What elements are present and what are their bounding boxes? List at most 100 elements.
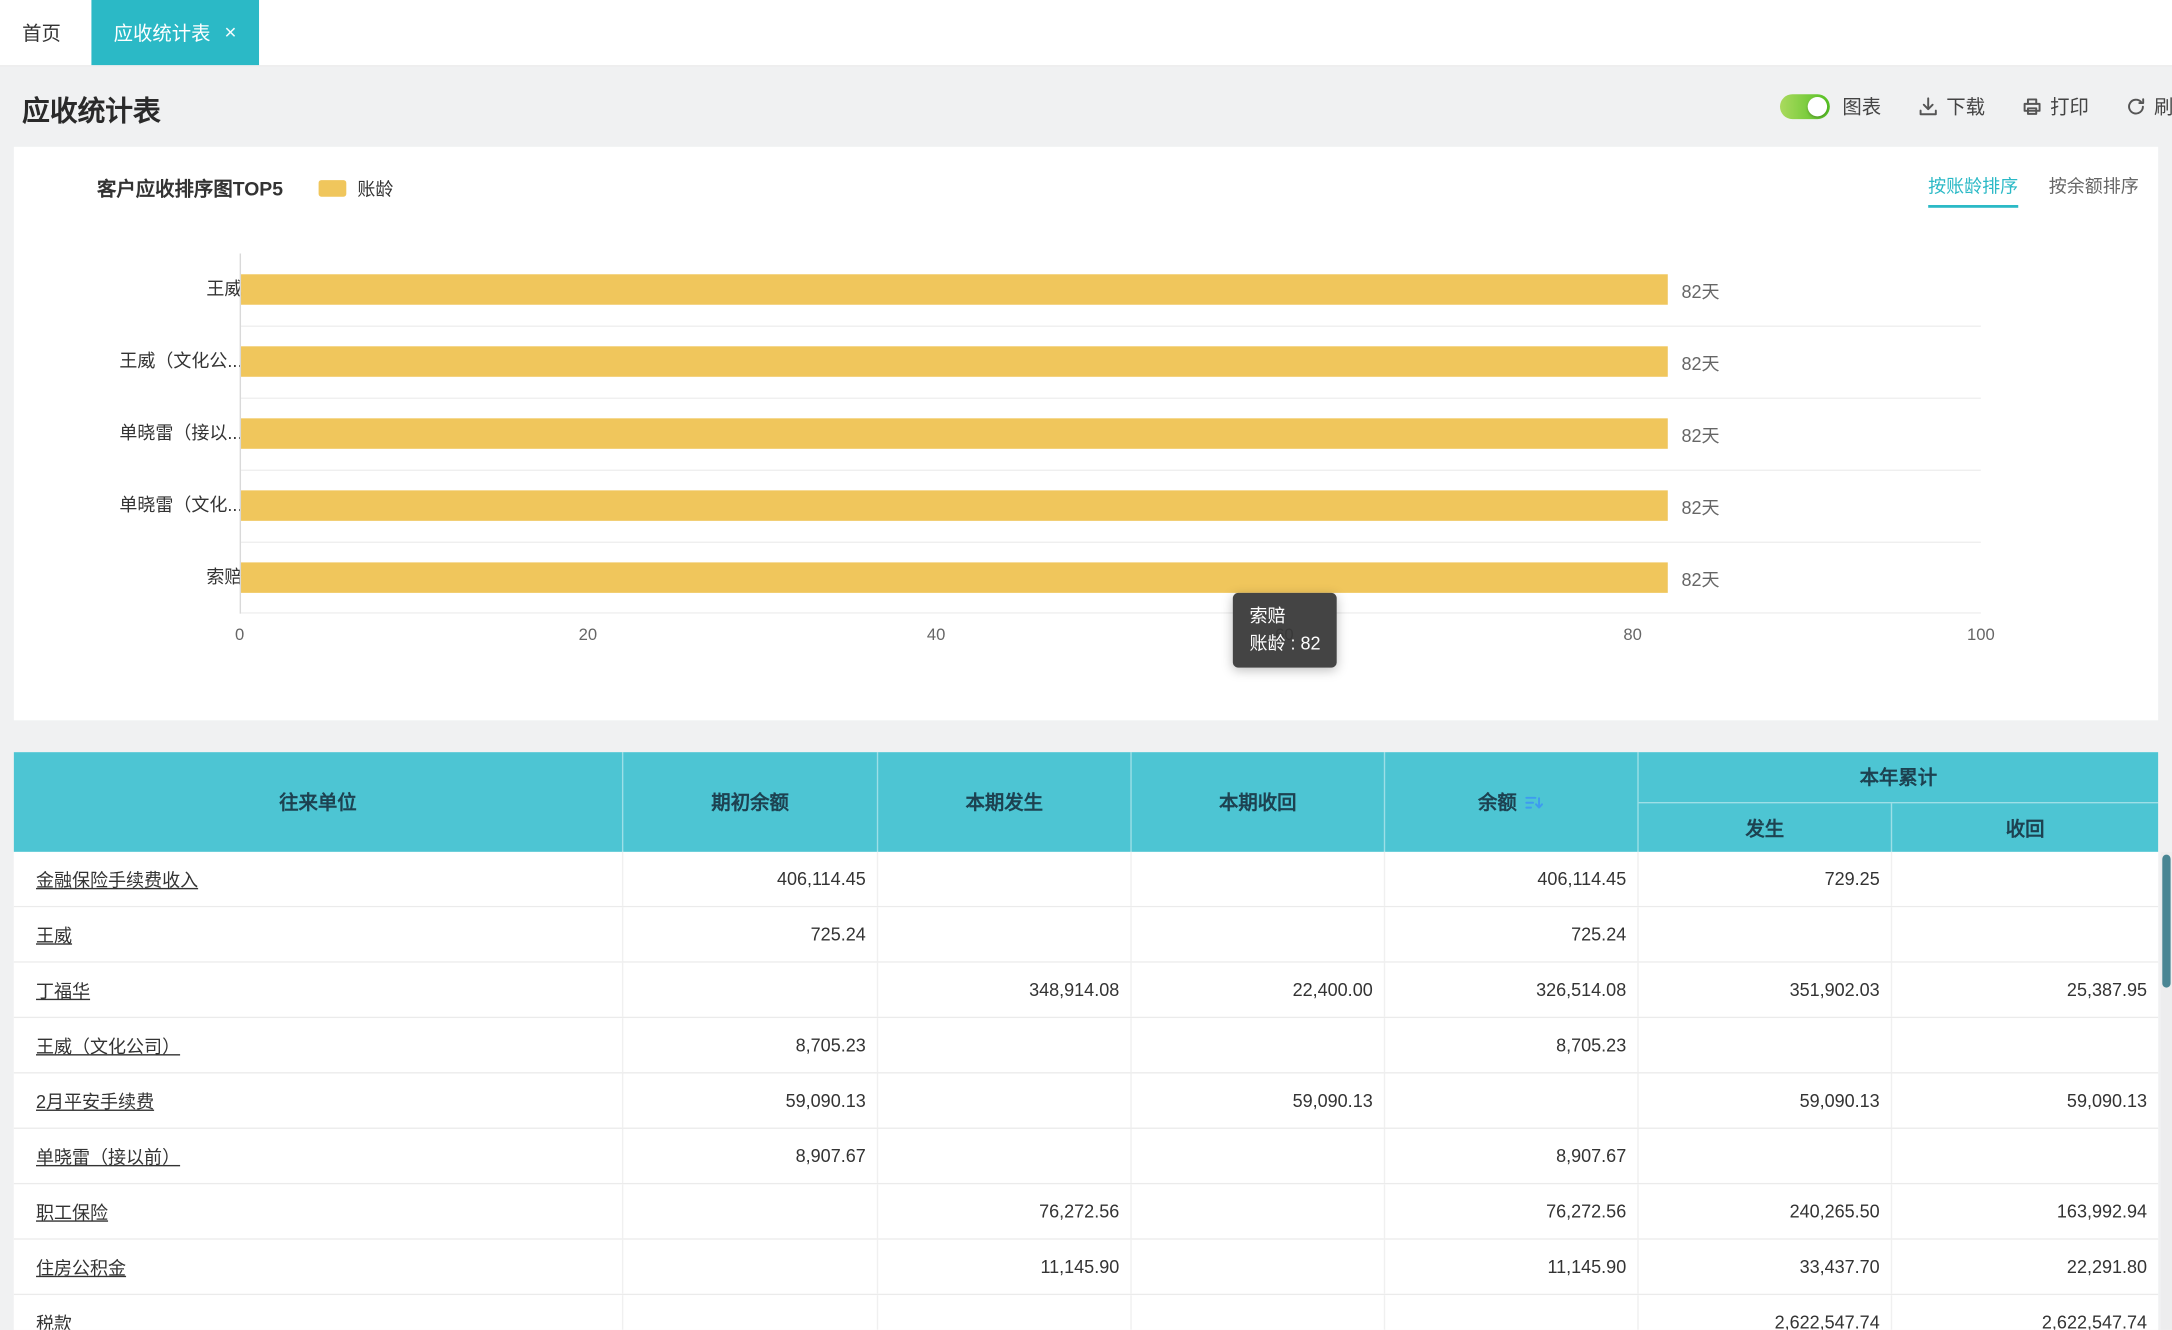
cell-incurred <box>878 1295 1132 1330</box>
legend-aging[interactable]: 账龄 <box>318 175 394 201</box>
unit-link[interactable]: 王威（文化公司） <box>36 1036 181 1057</box>
scrollbar-thumb[interactable] <box>2162 854 2171 988</box>
cell-received <box>1132 1128 1386 1183</box>
legend-label: 账龄 <box>357 178 394 200</box>
unit-link[interactable]: 税款 <box>36 1313 73 1330</box>
cell-ytd-received <box>1892 907 2158 961</box>
x-tick: 80 <box>1623 624 1642 645</box>
x-tick: 100 <box>1966 624 1995 645</box>
cell-unit: 单晓雷（接以前） <box>14 1128 624 1183</box>
close-tab-icon[interactable]: × <box>224 20 237 45</box>
table-row: 住房公积金 11,145.90 11,145.90 33,437.70 22,2… <box>13 1239 2159 1296</box>
bar-value-label: 82天 <box>1681 280 1720 302</box>
tab-label: 应收统计表 <box>113 21 211 44</box>
cell-unit: 王威 <box>14 907 624 962</box>
cell-received: 22,400.00 <box>1132 962 1386 1017</box>
table-row: 税款 2,622,547.74 2,622,547.74 <box>13 1295 2159 1330</box>
unit-link[interactable]: 金融保险手续费收入 <box>36 869 199 891</box>
col-header-label: 本期收回 <box>1218 790 1297 814</box>
col-header-label: 收回 <box>2005 816 2045 839</box>
unit-link[interactable]: 住房公积金 <box>36 1257 127 1279</box>
receivable-table: 往来单位 期初余额 本期发生 本期收回 余额 本年累计 发生 收回 金融保险手续… <box>13 752 2159 1330</box>
aging-bar[interactable] <box>241 274 1668 305</box>
unit-link[interactable]: 丁福华 <box>36 980 91 1002</box>
unit-link[interactable]: 王威 <box>36 925 73 947</box>
sort-icon[interactable] <box>1524 792 1545 813</box>
cell-ytd-received: 59,090.13 <box>2066 1090 2148 1111</box>
cell-balance: 406,114.45 <box>1385 851 1639 906</box>
page-title: 应收统计表 <box>22 96 161 128</box>
cell-received <box>1132 1295 1386 1330</box>
tab-receivable-statistics[interactable]: 应收统计表 × <box>91 0 259 66</box>
table-row: 王威 725.24 725.24 <box>13 907 2159 963</box>
cell-received <box>1132 851 1386 906</box>
refresh-button[interactable]: 刷新 <box>2125 93 2172 121</box>
cell-ytd-received <box>1892 1018 2158 1072</box>
cell-opening <box>623 1239 879 1294</box>
chart-tooltip: 索赔 账龄 : 82 <box>1232 592 1338 669</box>
cell-opening <box>623 1295 879 1330</box>
cell-incurred <box>878 907 1132 962</box>
table-row: 单晓雷（接以前） 8,907.67 8,907.67 <box>13 1128 2159 1185</box>
sort-by-balance-tab[interactable]: 按余额排序 <box>2048 175 2139 197</box>
cell-ytd-incurred <box>1639 907 1893 962</box>
download-button[interactable]: 下载 <box>1917 93 1985 121</box>
category-label: 单晓雷（文化... <box>119 494 243 516</box>
bar-value-label: 82天 <box>1681 424 1720 446</box>
cell-balance: 8,705.23 <box>1385 1018 1639 1073</box>
gridline <box>241 541 1981 543</box>
col-header-label: 发生 <box>1745 816 1785 839</box>
cell-opening <box>623 962 879 1017</box>
sort-by-aging-tab[interactable]: 按账龄排序 <box>1928 172 2019 208</box>
cell-incurred <box>878 1073 1132 1128</box>
bar-plot-area: 82天 82天 82天 82天 82天 <box>239 253 1981 614</box>
chart-band: 82天 <box>241 398 1981 470</box>
category-label: 王威（文化公... <box>119 350 243 372</box>
unit-link[interactable]: 2月平安手续费 <box>36 1091 155 1113</box>
unit-link[interactable]: 职工保险 <box>36 1202 109 1224</box>
aging-bar[interactable] <box>241 490 1668 521</box>
cell-received <box>1132 1018 1386 1073</box>
col-header-ytd: 本年累计 <box>1638 752 2159 804</box>
col-header-opening-balance: 期初余额 <box>623 752 879 852</box>
cell-ytd-incurred: 2,622,547.74 <box>1639 1295 1893 1330</box>
legend-swatch-icon <box>318 179 347 197</box>
gridline <box>241 469 1981 471</box>
cell-balance <box>1385 1295 1639 1330</box>
chart-toggle[interactable] <box>1779 94 1830 120</box>
unit-link[interactable]: 单晓雷（接以前） <box>36 1146 181 1168</box>
x-tick: 0 <box>235 624 245 645</box>
cell-incurred <box>878 1018 1132 1073</box>
refresh-label: 刷新 <box>2153 95 2172 118</box>
cell-incurred <box>878 1128 1132 1183</box>
download-icon <box>1917 96 1939 118</box>
cell-ytd-incurred <box>1639 1128 1893 1183</box>
cell-received: 59,090.13 <box>1132 1073 1386 1128</box>
chart-band: 82天 <box>241 470 1981 542</box>
print-button[interactable]: 打印 <box>2021 93 2089 121</box>
chart-toggle-group: 图表 <box>1779 93 1881 121</box>
x-tick: 20 <box>578 624 598 645</box>
aging-bar[interactable] <box>241 418 1668 449</box>
tooltip-title: 索赔 <box>1249 605 1286 627</box>
bar-value-label: 82天 <box>1681 496 1720 518</box>
cell-opening: 406,114.45 <box>623 851 879 906</box>
chart-band: 82天 <box>241 326 1981 398</box>
cell-unit: 住房公积金 <box>14 1239 624 1294</box>
col-header-label: 本期发生 <box>965 790 1044 814</box>
col-header-label: 余额 <box>1478 790 1517 814</box>
cell-opening: 8,907.67 <box>623 1128 879 1183</box>
cell-ytd-incurred: 59,090.13 <box>1639 1073 1893 1128</box>
cell-ytd-incurred: 33,437.70 <box>1639 1239 1893 1294</box>
x-axis: 0 20 40 60 80 100 <box>235 624 1995 647</box>
chart-title: 客户应收排序图TOP5 <box>96 177 284 200</box>
aging-bar[interactable] <box>241 346 1668 377</box>
tab-home[interactable]: 首页 <box>22 21 61 44</box>
chart-sort-tabs: 按账龄排序 按余额排序 <box>1928 172 2139 208</box>
aging-bar[interactable] <box>241 562 1668 593</box>
cell-unit: 王威（文化公司） <box>14 1018 624 1073</box>
header-actions: 图表 下载 打印 刷新 <box>1779 66 2172 146</box>
cell-ytd-incurred: 240,265.50 <box>1639 1184 1893 1239</box>
vertical-scrollbar[interactable] <box>2160 851 2172 1330</box>
cell-incurred: 11,145.90 <box>878 1239 1132 1294</box>
